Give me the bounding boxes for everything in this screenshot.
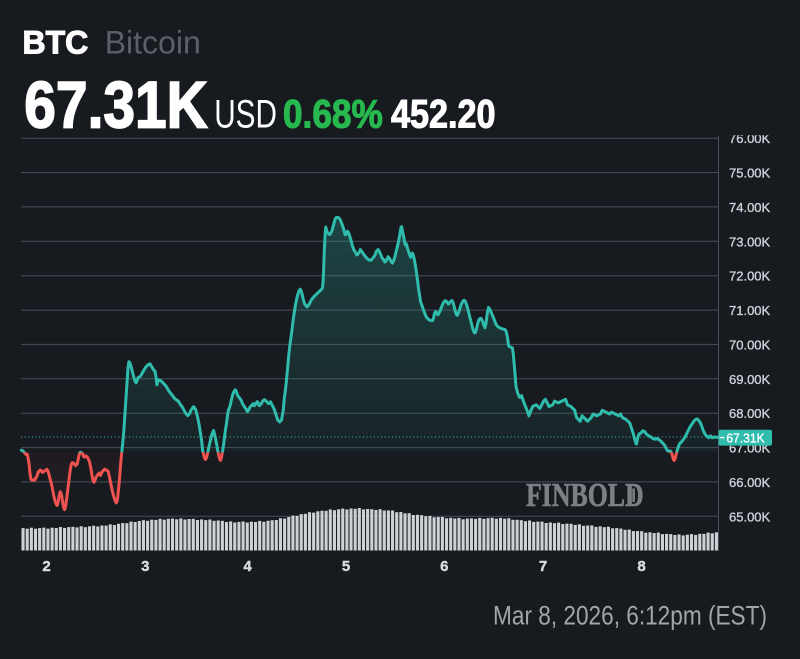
svg-text:5: 5 xyxy=(342,558,350,575)
svg-text:67.31K: 67.31K xyxy=(726,431,765,445)
svg-text:70.00K: 70.00K xyxy=(729,337,771,352)
svg-text:2: 2 xyxy=(42,558,50,575)
svg-text:76.00K: 76.00K xyxy=(729,131,771,146)
svg-text:65.00K: 65.00K xyxy=(729,509,771,524)
svg-text:BTC: BTC xyxy=(23,24,89,60)
svg-text:USD: USD xyxy=(214,92,277,136)
svg-text:3: 3 xyxy=(141,558,149,575)
svg-text:67.31K: 67.31K xyxy=(24,69,207,143)
svg-text:69.00K: 69.00K xyxy=(729,372,771,387)
svg-text:6: 6 xyxy=(440,558,448,575)
svg-text:FINBOLD: FINBOLD xyxy=(526,476,644,514)
svg-text:8: 8 xyxy=(637,558,645,575)
svg-text:75.00K: 75.00K xyxy=(729,166,771,181)
svg-text:71.00K: 71.00K xyxy=(729,303,771,318)
svg-text:4: 4 xyxy=(243,558,252,575)
svg-text:73.00K: 73.00K xyxy=(729,234,771,249)
svg-text:74.00K: 74.00K xyxy=(729,200,771,215)
svg-text:Mar 8, 2026, 6:12pm (EST): Mar 8, 2026, 6:12pm (EST) xyxy=(493,601,767,631)
svg-text:452.20: 452.20 xyxy=(391,91,496,136)
svg-text:66.00K: 66.00K xyxy=(729,475,771,490)
svg-text:Bitcoin: Bitcoin xyxy=(105,24,201,60)
svg-text:72.00K: 72.00K xyxy=(729,269,771,284)
svg-text:0.68%: 0.68% xyxy=(283,92,383,137)
svg-text:68.00K: 68.00K xyxy=(729,406,771,421)
svg-text:7: 7 xyxy=(539,558,547,575)
